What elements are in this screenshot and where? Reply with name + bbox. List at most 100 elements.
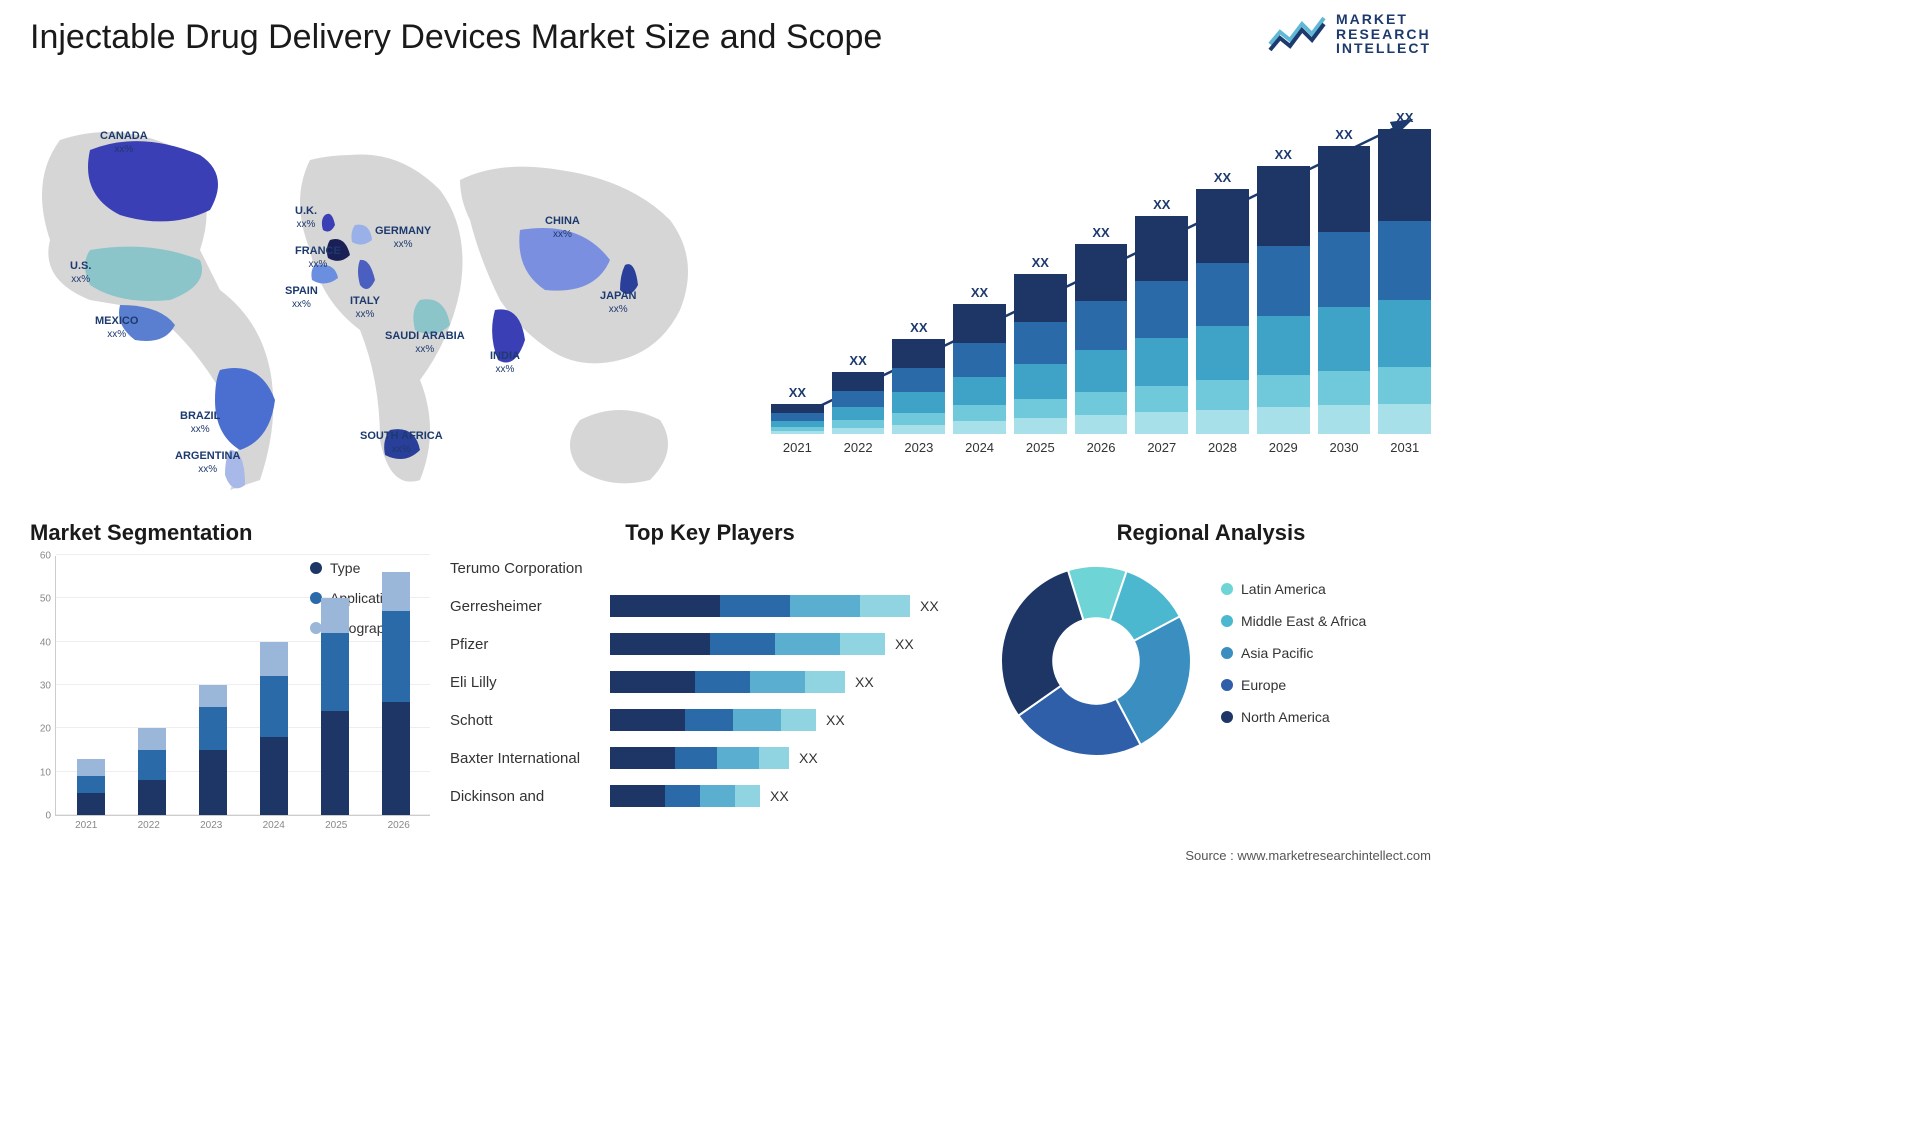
legend-label: Europe xyxy=(1241,677,1286,693)
growth-bar-segment xyxy=(1378,221,1431,300)
growth-bar-segment xyxy=(1014,364,1067,399)
legend-swatch xyxy=(1221,679,1233,691)
kp-bar-segment xyxy=(610,709,685,731)
country-label-argentina: ARGENTINAxx% xyxy=(175,450,240,476)
growth-bar-segment xyxy=(832,420,885,427)
growth-bar-segment xyxy=(1318,146,1371,232)
kp-bar-segment xyxy=(610,633,710,655)
growth-bar-2026: XX2026 xyxy=(1075,225,1128,455)
growth-bar-label: XX xyxy=(1032,255,1049,270)
seg-bar-application xyxy=(321,633,349,711)
seg-bar-application xyxy=(138,750,166,780)
growth-bar-segment xyxy=(953,343,1006,377)
regional-analysis: Regional Analysis Latin America Middle Ea… xyxy=(991,520,1431,766)
country-label-china: CHINAxx% xyxy=(545,215,580,241)
growth-bar-2024: XX 2024 xyxy=(953,285,1006,455)
growth-bar-segment xyxy=(1135,412,1188,434)
kp-bar-segment xyxy=(759,747,789,769)
kp-value: XX xyxy=(770,788,789,804)
seg-ytick: 20 xyxy=(40,724,51,735)
growth-bar-segment xyxy=(771,404,824,413)
seg-ytick: 50 xyxy=(40,594,51,605)
regional-title: Regional Analysis xyxy=(991,520,1431,546)
seg-bar-geography xyxy=(199,685,227,707)
kp-row: Terumo Corporation xyxy=(450,554,970,582)
seg-ytick: 0 xyxy=(45,811,51,822)
seg-bar-type xyxy=(260,737,288,815)
growth-bar-chart: XX2021XX2022XX2023XX2024XX2025XX2026XX20… xyxy=(771,100,1431,480)
country-label-spain: SPAINxx% xyxy=(285,285,318,311)
regional-legend-item: Europe xyxy=(1221,677,1366,693)
donut-slice-north-america xyxy=(1001,570,1083,716)
kp-row: PfizerXX xyxy=(450,630,970,658)
kp-bar-segment xyxy=(735,785,760,807)
growth-bar-label: XX xyxy=(1335,127,1352,142)
seg-bar-type xyxy=(321,711,349,815)
country-label-germany: GERMANYxx% xyxy=(375,225,431,251)
growth-bar-segment xyxy=(953,377,1006,406)
growth-bar-year: 2025 xyxy=(1026,440,1055,455)
kp-bar-segment xyxy=(840,633,885,655)
growth-bar-segment xyxy=(1075,350,1128,392)
growth-bar-year: 2024 xyxy=(965,440,994,455)
legend-label: Latin America xyxy=(1241,581,1326,597)
brand-logo: MARKET RESEARCH INTELLECT xyxy=(1268,12,1431,56)
growth-bar-year: 2030 xyxy=(1330,440,1359,455)
growth-bar-2025: XX 2025 xyxy=(1014,255,1067,455)
market-segmentation: Market Segmentation 0102030405060 202120… xyxy=(30,520,430,831)
seg-xlabel: 2024 xyxy=(263,820,285,831)
keyplayers-title: Top Key Players xyxy=(450,520,970,546)
seg-xlabel: 2025 xyxy=(325,820,347,831)
growth-bar-year: 2027 xyxy=(1147,440,1176,455)
growth-bar-label: XX xyxy=(789,385,806,400)
logo-text-1: MARKET xyxy=(1336,12,1431,27)
seg-bar-geography xyxy=(321,598,349,633)
growth-bar-year: 2023 xyxy=(904,440,933,455)
kp-bar xyxy=(610,633,885,655)
growth-bar-segment xyxy=(1196,263,1249,327)
seg-bar-type xyxy=(382,702,410,815)
kp-value: XX xyxy=(799,750,818,766)
legend-label: North America xyxy=(1241,709,1330,725)
growth-bar-segment xyxy=(1135,338,1188,386)
growth-bar-label: XX xyxy=(849,353,866,368)
kp-bar-segment xyxy=(710,633,775,655)
growth-bar-segment xyxy=(771,413,824,421)
growth-bar-segment xyxy=(771,431,824,434)
growth-bar-segment xyxy=(1257,316,1310,375)
growth-bar-segment xyxy=(1318,371,1371,406)
growth-bar-segment xyxy=(1196,189,1249,263)
growth-bar-2030: XX 2030 xyxy=(1318,127,1371,455)
seg-xlabel: 2022 xyxy=(138,820,160,831)
growth-bar-segment xyxy=(1135,386,1188,412)
legend-swatch xyxy=(1221,615,1233,627)
regional-donut xyxy=(991,556,1201,766)
growth-bar-segment xyxy=(953,304,1006,343)
growth-bar-segment xyxy=(1196,326,1249,380)
kp-bar-segment xyxy=(720,595,790,617)
growth-bar-segment xyxy=(1196,410,1249,435)
growth-bar-2022: XX2022 xyxy=(832,353,885,455)
kp-bar-segment xyxy=(610,595,720,617)
seg-ytick: 60 xyxy=(40,551,51,562)
growth-bar-segment xyxy=(1196,380,1249,409)
growth-bar-segment xyxy=(1257,407,1310,434)
growth-bar-segment xyxy=(1257,246,1310,316)
seg-bar-application xyxy=(260,676,288,737)
regional-legend-item: Middle East & Africa xyxy=(1221,613,1366,629)
kp-bar xyxy=(610,785,760,807)
growth-bar-label: XX xyxy=(971,285,988,300)
kp-row: SchottXX xyxy=(450,706,970,734)
growth-bar-segment xyxy=(953,405,1006,421)
growth-bar-segment xyxy=(1257,375,1310,407)
kp-bar-segment xyxy=(805,671,845,693)
kp-name: Eli Lilly xyxy=(450,674,610,691)
seg-xlabel: 2021 xyxy=(75,820,97,831)
country-label-japan: JAPANxx% xyxy=(600,290,636,316)
growth-bar-label: XX xyxy=(1153,197,1170,212)
seg-bar-geography xyxy=(382,572,410,611)
kp-row: Dickinson andXX xyxy=(450,782,970,810)
seg-ytick: 10 xyxy=(40,767,51,778)
growth-bar-segment xyxy=(1378,129,1431,221)
growth-bar-segment xyxy=(771,421,824,428)
